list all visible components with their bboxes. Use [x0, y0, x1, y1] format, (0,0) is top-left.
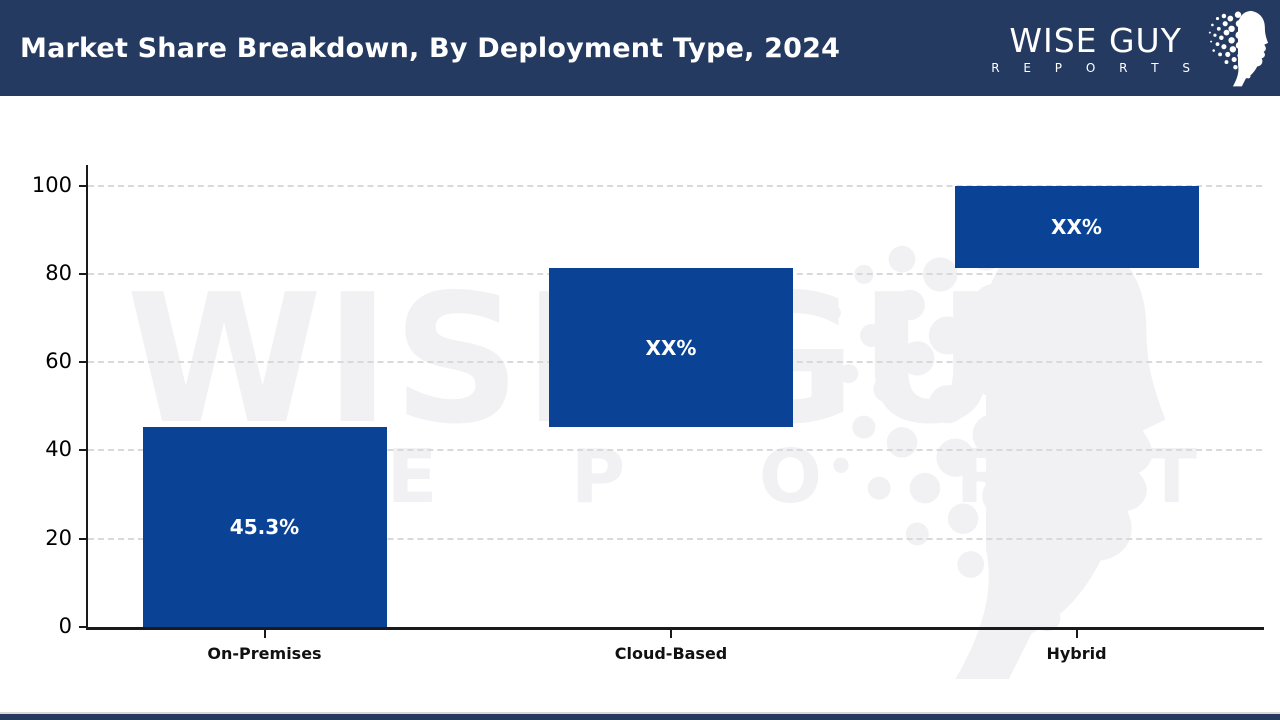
logo-text: WISE GUY R E P O R T S — [991, 21, 1200, 75]
y-tick-label: 20 — [45, 525, 72, 550]
category-label: On-Premises — [207, 644, 322, 663]
y-gridline — [88, 537, 1262, 540]
y-tick-label: 60 — [45, 349, 72, 374]
wise-guy-face-icon — [1208, 10, 1269, 87]
y-tick-mark — [79, 184, 88, 187]
bar-value-label: XX% — [1051, 214, 1102, 239]
y-gridline — [88, 449, 1262, 452]
y-tick-label: 80 — [45, 260, 72, 285]
waterfall-bar: 45.3% — [142, 427, 387, 627]
x-tick-mark — [670, 630, 672, 638]
x-tick-mark — [263, 630, 266, 638]
category-label: Cloud-Based — [614, 644, 728, 663]
y-gridline — [88, 184, 1262, 187]
y-tick-mark — [79, 449, 88, 452]
footer-bar — [0, 714, 1280, 720]
waterfall-bar: XX% — [549, 268, 793, 427]
wise-guy-logo: WISE GUY R E P O R T S — [991, 9, 1270, 87]
header-bar: Market Share Breakdown, By Deployment Ty… — [0, 0, 1280, 96]
y-tick-label: 0 — [58, 614, 72, 638]
chart-title: Market Share Breakdown, By Deployment Ty… — [20, 32, 841, 64]
y-axis-line — [86, 164, 88, 629]
y-tick-label: 40 — [45, 437, 72, 462]
footer-divider — [0, 712, 1280, 714]
plot-area: 0 20 40 60 80 100 45.3% On-Premises XX% Cloud-Bas… — [0, 96, 1280, 714]
y-tick-mark — [79, 626, 88, 628]
bar-value-label: 45.3% — [229, 514, 300, 539]
category-label: Hybrid — [1046, 644, 1107, 663]
y-tick-mark — [79, 361, 88, 364]
x-axis-line — [86, 627, 1264, 630]
y-tick-label: 100 — [31, 172, 72, 197]
logo-tagline: R E P O R T S — [991, 61, 1200, 75]
y-tick-mark — [79, 272, 88, 275]
x-tick-mark — [1075, 630, 1078, 638]
chart-canvas: WISE GUY R E P O R T S 02040608010045.3%… — [0, 96, 1280, 714]
waterfall-bar: XX% — [954, 185, 1199, 269]
bar-value-label: XX% — [645, 335, 697, 360]
y-tick-mark — [79, 537, 88, 540]
logo-wordmark: WISE GUY — [1009, 21, 1182, 60]
